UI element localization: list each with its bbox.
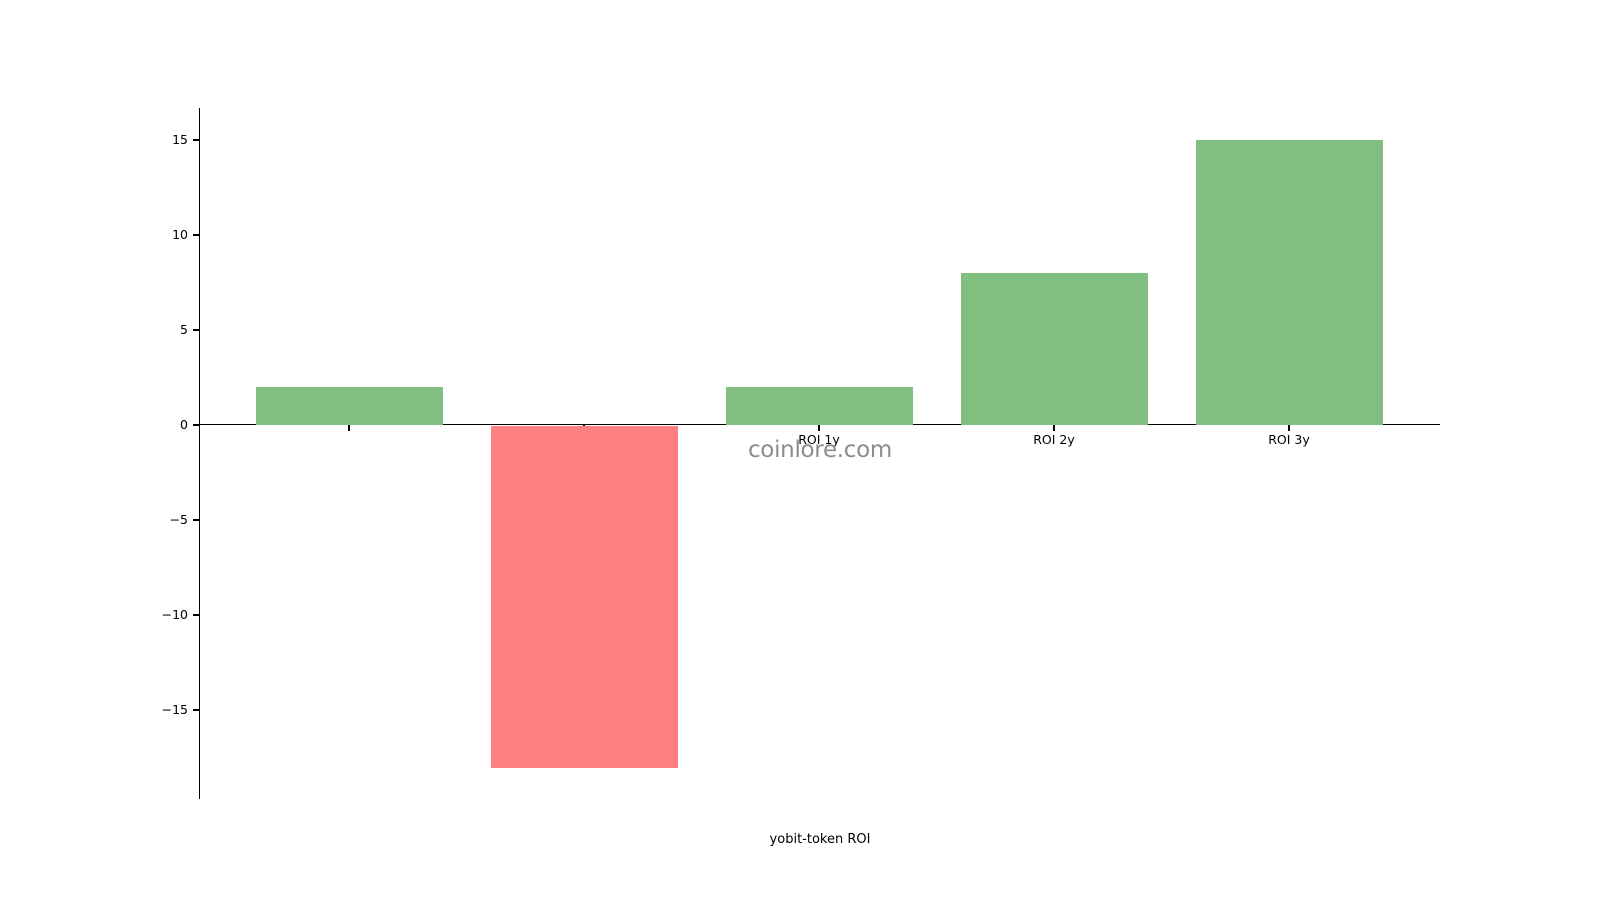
y-tick-label: 0 [180, 417, 188, 432]
y-tick-mark [193, 139, 200, 141]
x-tick-label: ROI 1y [798, 432, 840, 447]
y-tick-label: 10 [172, 227, 188, 242]
chart-title: yobit-token ROI [769, 832, 871, 847]
y-tick-mark [193, 329, 200, 331]
x-tick-mark [818, 425, 820, 432]
bar-unlabeled-1 [490, 425, 678, 768]
x-tick-label: ROI 2y [1033, 432, 1075, 447]
bar-roi-1y [725, 387, 913, 425]
y-tick-mark [193, 519, 200, 521]
y-tick-mark [193, 424, 200, 426]
bar-unlabeled-0 [255, 387, 443, 425]
y-axis-line [198, 108, 200, 799]
x-tick-mark [1053, 425, 1055, 432]
x-tick-label: ROI 3y [1268, 432, 1310, 447]
y-tick-label: 15 [172, 132, 188, 147]
y-tick-label: −10 [161, 607, 188, 622]
y-tick-mark [193, 709, 200, 711]
y-tick-mark [193, 234, 200, 236]
y-tick-mark [193, 614, 200, 616]
y-tick-label: −15 [161, 702, 188, 717]
watermark-text: coinlore.com [747, 437, 893, 463]
bar-roi-2y [960, 273, 1148, 425]
y-tick-label: 5 [180, 322, 188, 337]
x-tick-mark [1288, 425, 1290, 432]
x-tick-mark [348, 425, 350, 432]
bar-roi-3y [1195, 140, 1383, 425]
y-tick-label: −5 [169, 512, 188, 527]
